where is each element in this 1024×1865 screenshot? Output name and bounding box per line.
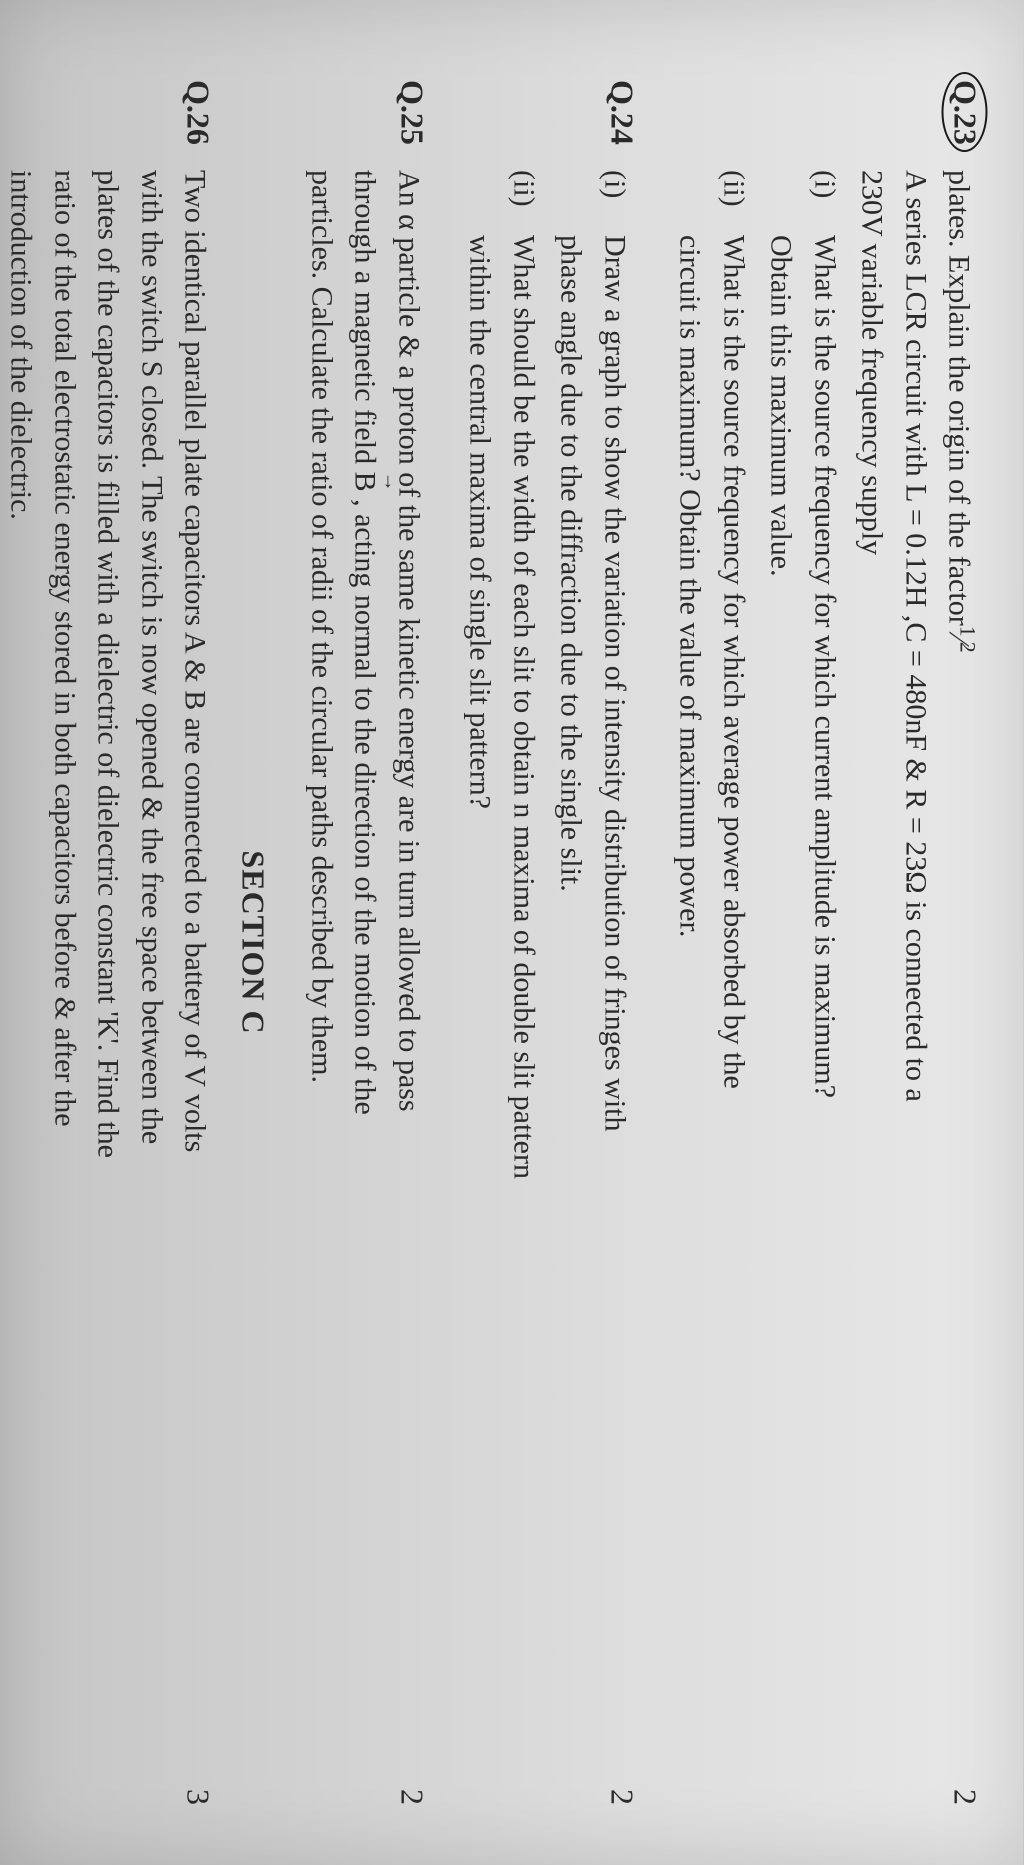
q25-number: Q.25	[394, 80, 431, 170]
q24-content: (i) Draw a graph to show the variation o…	[459, 170, 641, 1745]
q25-line2-pre: through a magnetic field	[349, 170, 382, 464]
q24-sub-ii: (ii) What should be the width of each sl…	[459, 170, 546, 1745]
q23-sub-i-text: What is the source frequency for which c…	[760, 235, 847, 1745]
q24-sub-ii-label: (ii)	[459, 170, 546, 235]
q23-marks: 2	[947, 1765, 984, 1805]
q23-sub-i-label: (i)	[760, 170, 847, 235]
q23-intro: plates. Explain the origin of the factor…	[938, 170, 985, 1745]
q23-sub-i: (i) What is the source frequency for whi…	[760, 170, 847, 1745]
question-24: Q.24 (i) Draw a graph to show the variat…	[459, 80, 641, 1805]
q24-marks: 2	[604, 1765, 641, 1805]
q23-frac-num: 1	[956, 626, 981, 637]
q23-sub-i-line2: Obtain this maximum value.	[760, 235, 804, 1745]
q26-line5: introduction of the dielectric.	[0, 170, 43, 1745]
q23-sub-ii-line1: What is the source frequency for which a…	[712, 235, 756, 1745]
q26-line1: Two identical parallel plate capacitors …	[174, 170, 218, 1745]
question-26: Q.26 Two identical parallel plate capaci…	[0, 80, 217, 1805]
q25-line2: through a magnetic field B , acting norm…	[344, 170, 388, 1745]
q25-vector-b: B	[344, 472, 388, 492]
q24-sub-ii-line2: within the central maxima of single slit…	[459, 235, 503, 1745]
question-23: Q.23 plates. Explain the origin of the f…	[669, 80, 985, 1805]
q23-content: plates. Explain the origin of the factor…	[669, 170, 985, 1745]
q25-line1: An α particle & a proton of the same kin…	[387, 170, 431, 1745]
q24-sub-ii-text: What should be the width of each slit to…	[459, 235, 546, 1745]
q23-sub-ii-text: What is the source frequency for which a…	[669, 235, 756, 1745]
q26-marks: 3	[180, 1765, 217, 1805]
q26-number: Q.26	[180, 80, 217, 170]
q24-sub-ii-line1: What should be the width of each slit to…	[502, 235, 546, 1745]
q23-line2: 230V variable frequency supply	[851, 170, 895, 1745]
q23-sub-i-line1: What is the source frequency for which c…	[803, 235, 847, 1745]
q24-sub-i-text: Draw a graph to show the variation of in…	[550, 235, 637, 1745]
q26-line3: plates of the capacitors is filled with …	[87, 170, 131, 1745]
q24-sub-i: (i) Draw a graph to show the variation o…	[550, 170, 637, 1745]
q23-sub-ii-line2: circuit is maximum? Obtain the value of …	[669, 235, 713, 1745]
q25-marks: 2	[394, 1765, 431, 1805]
q26-line4: ratio of the total electrostatic energy …	[43, 170, 87, 1745]
q23-intro-text: plates. Explain the origin of the factor	[943, 170, 976, 626]
q25-line3: particles. Calculate the ratio of radii …	[300, 170, 344, 1745]
q23-line1: A series LCR circuit with L = 0.12H ,C =…	[894, 170, 938, 1745]
q23-frac-den: 2	[956, 642, 981, 653]
q25-content: An α particle & a proton of the same kin…	[300, 170, 431, 1745]
q26-line2: with the switch S closed. The switch is …	[130, 170, 174, 1745]
section-c-heading: SECTION C	[235, 80, 272, 1805]
q25-line2-post: , acting normal to the direction of the …	[349, 499, 382, 1115]
q26-content: Two identical parallel plate capacitors …	[0, 170, 217, 1745]
q24-number: Q.24	[604, 80, 641, 170]
page-wrapper: Q.23 plates. Explain the origin of the f…	[0, 0, 1024, 1865]
q24-sub-i-line1: Draw a graph to show the variation of in…	[593, 235, 637, 1745]
q23-number: Q.23	[947, 80, 984, 170]
q23-sub-ii-label: (ii)	[669, 170, 756, 235]
q23-sub-ii: (ii) What is the source frequency for wh…	[669, 170, 756, 1745]
q24-sub-i-label: (i)	[550, 170, 637, 235]
question-25: Q.25 An α particle & a proton of the sam…	[300, 80, 431, 1805]
q24-sub-i-line2: phase angle due to the diffraction due t…	[550, 235, 594, 1745]
